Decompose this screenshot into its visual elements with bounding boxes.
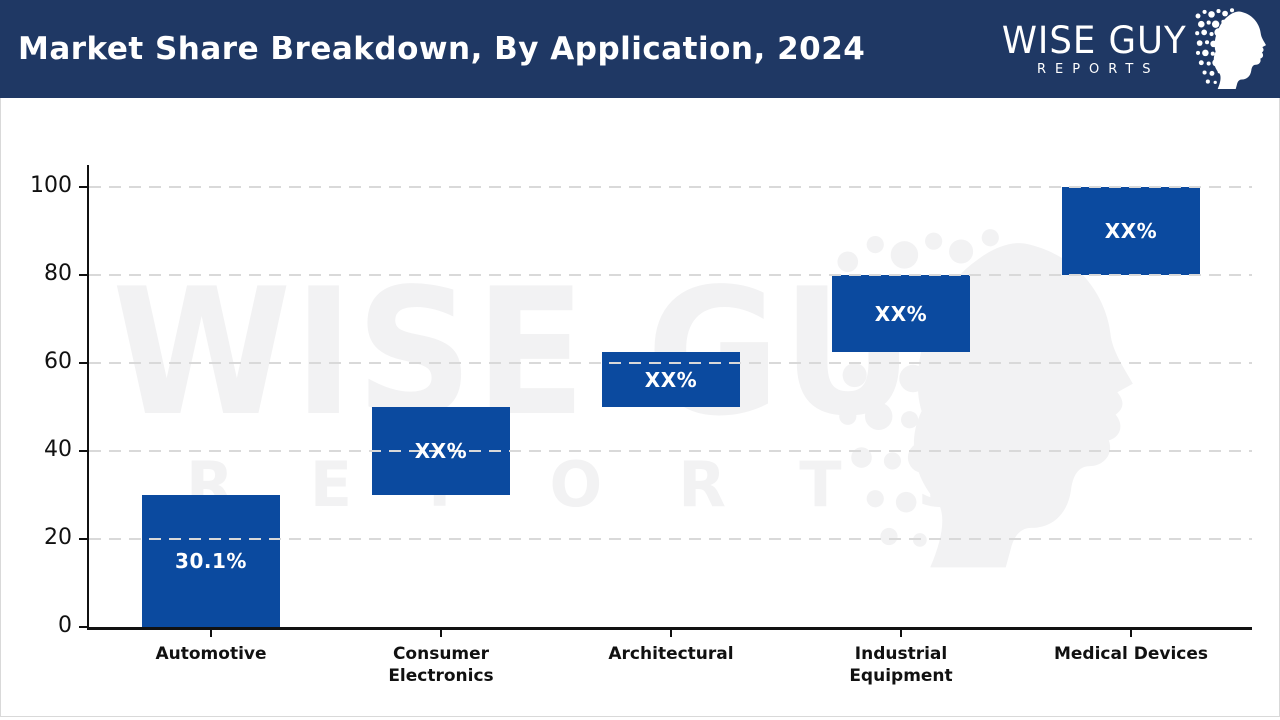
y-tick-label: 20: [44, 525, 72, 550]
bottom-border-line: [0, 716, 1280, 717]
x-tick-mark: [670, 630, 672, 637]
y-tick-label: 0: [58, 613, 72, 638]
watermark-reports: REPORTS: [186, 448, 1039, 521]
y-grid-line: [89, 362, 1252, 364]
x-axis-spine: [87, 627, 1252, 630]
y-tick-label: 80: [44, 261, 72, 286]
bar: [832, 275, 970, 352]
logo-wordmark: WISE GUY: [1001, 19, 1187, 62]
y-tick-mark: [79, 362, 87, 364]
dotted-head-icon: [1195, 8, 1267, 89]
x-tick-mark: [440, 630, 442, 637]
y-grid-line: [89, 450, 1252, 452]
page-title: Market Share Breakdown, By Application, …: [18, 31, 866, 67]
x-axis-label: Automotive: [155, 644, 267, 664]
y-grid-line: [89, 274, 1252, 276]
logo-text: WISE GUY REPORTS: [998, 22, 1190, 76]
x-axis-label: Consumer Electronics: [388, 644, 494, 687]
y-tick-label: 60: [44, 349, 72, 374]
logo-subtext: REPORTS: [1036, 62, 1160, 77]
y-tick-mark: [79, 450, 87, 452]
left-border-line: [0, 98, 1, 717]
y-tick-mark: [79, 626, 87, 628]
bar-value-label: XX%: [644, 367, 698, 392]
bar-value-label: XX%: [874, 301, 928, 326]
y-tick-label: 40: [44, 437, 72, 462]
bar-value-label: 30.1%: [175, 548, 247, 573]
header-bar: Market Share Breakdown, By Application, …: [0, 0, 1280, 98]
y-axis-spine: [87, 165, 89, 630]
bar-value-label: XX%: [1104, 219, 1158, 243]
y-tick-mark: [79, 186, 87, 188]
chart-area: WISE GUY REPORTS 0 20 40 60 80 100 30.1% Automo…: [0, 98, 1280, 720]
x-axis-label: Medical Devices: [1053, 644, 1208, 664]
y-grid-line: [89, 538, 1252, 540]
bar: [142, 494, 280, 627]
bar: [602, 352, 740, 407]
plot-region: 0 20 40 60 80 100 30.1% Automotive XX% Consumer E…: [0, 98, 1280, 720]
y-tick-label: 100: [30, 173, 72, 198]
x-tick-mark: [900, 630, 902, 637]
x-axis-label: Industrial Equipment: [849, 644, 953, 687]
y-tick-mark: [79, 274, 87, 276]
bar: [1062, 187, 1200, 275]
y-grid-line: [89, 186, 1252, 188]
y-tick-mark: [79, 538, 87, 540]
x-tick-mark: [1130, 630, 1132, 637]
x-axis-label: Architectural: [608, 644, 734, 664]
wise-guy-reports-logo: WISE GUY REPORTS: [998, 7, 1280, 91]
bar-value-label: XX%: [414, 438, 468, 463]
x-tick-mark: [210, 630, 212, 637]
